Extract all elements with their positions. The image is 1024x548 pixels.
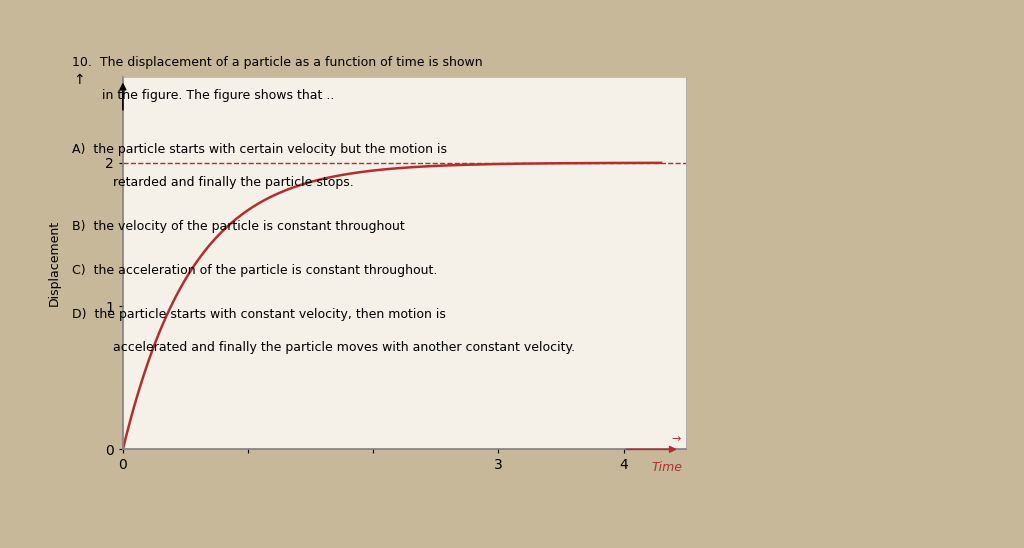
Text: Time: Time xyxy=(652,461,683,474)
Text: C)  the acceleration of the particle is constant throughout.: C) the acceleration of the particle is c… xyxy=(72,264,437,277)
Text: accelerated and finally the particle moves with another constant velocity.: accelerated and finally the particle mov… xyxy=(113,341,574,353)
Text: B)  the velocity of the particle is constant throughout: B) the velocity of the particle is const… xyxy=(72,220,404,233)
Text: 10.  The displacement of a particle as a function of time is shown: 10. The displacement of a particle as a … xyxy=(72,56,482,68)
Text: in the figure. The figure shows that ..: in the figure. The figure shows that .. xyxy=(102,89,335,101)
Text: →: → xyxy=(672,434,681,444)
Text: A)  the particle starts with certain velocity but the motion is: A) the particle starts with certain velo… xyxy=(72,144,446,156)
Text: ↑: ↑ xyxy=(74,73,85,87)
Text: D)  the particle starts with constant velocity, then motion is: D) the particle starts with constant vel… xyxy=(72,308,445,321)
Text: Displacement: Displacement xyxy=(47,220,60,306)
Text: retarded and finally the particle stops.: retarded and finally the particle stops. xyxy=(113,176,353,189)
